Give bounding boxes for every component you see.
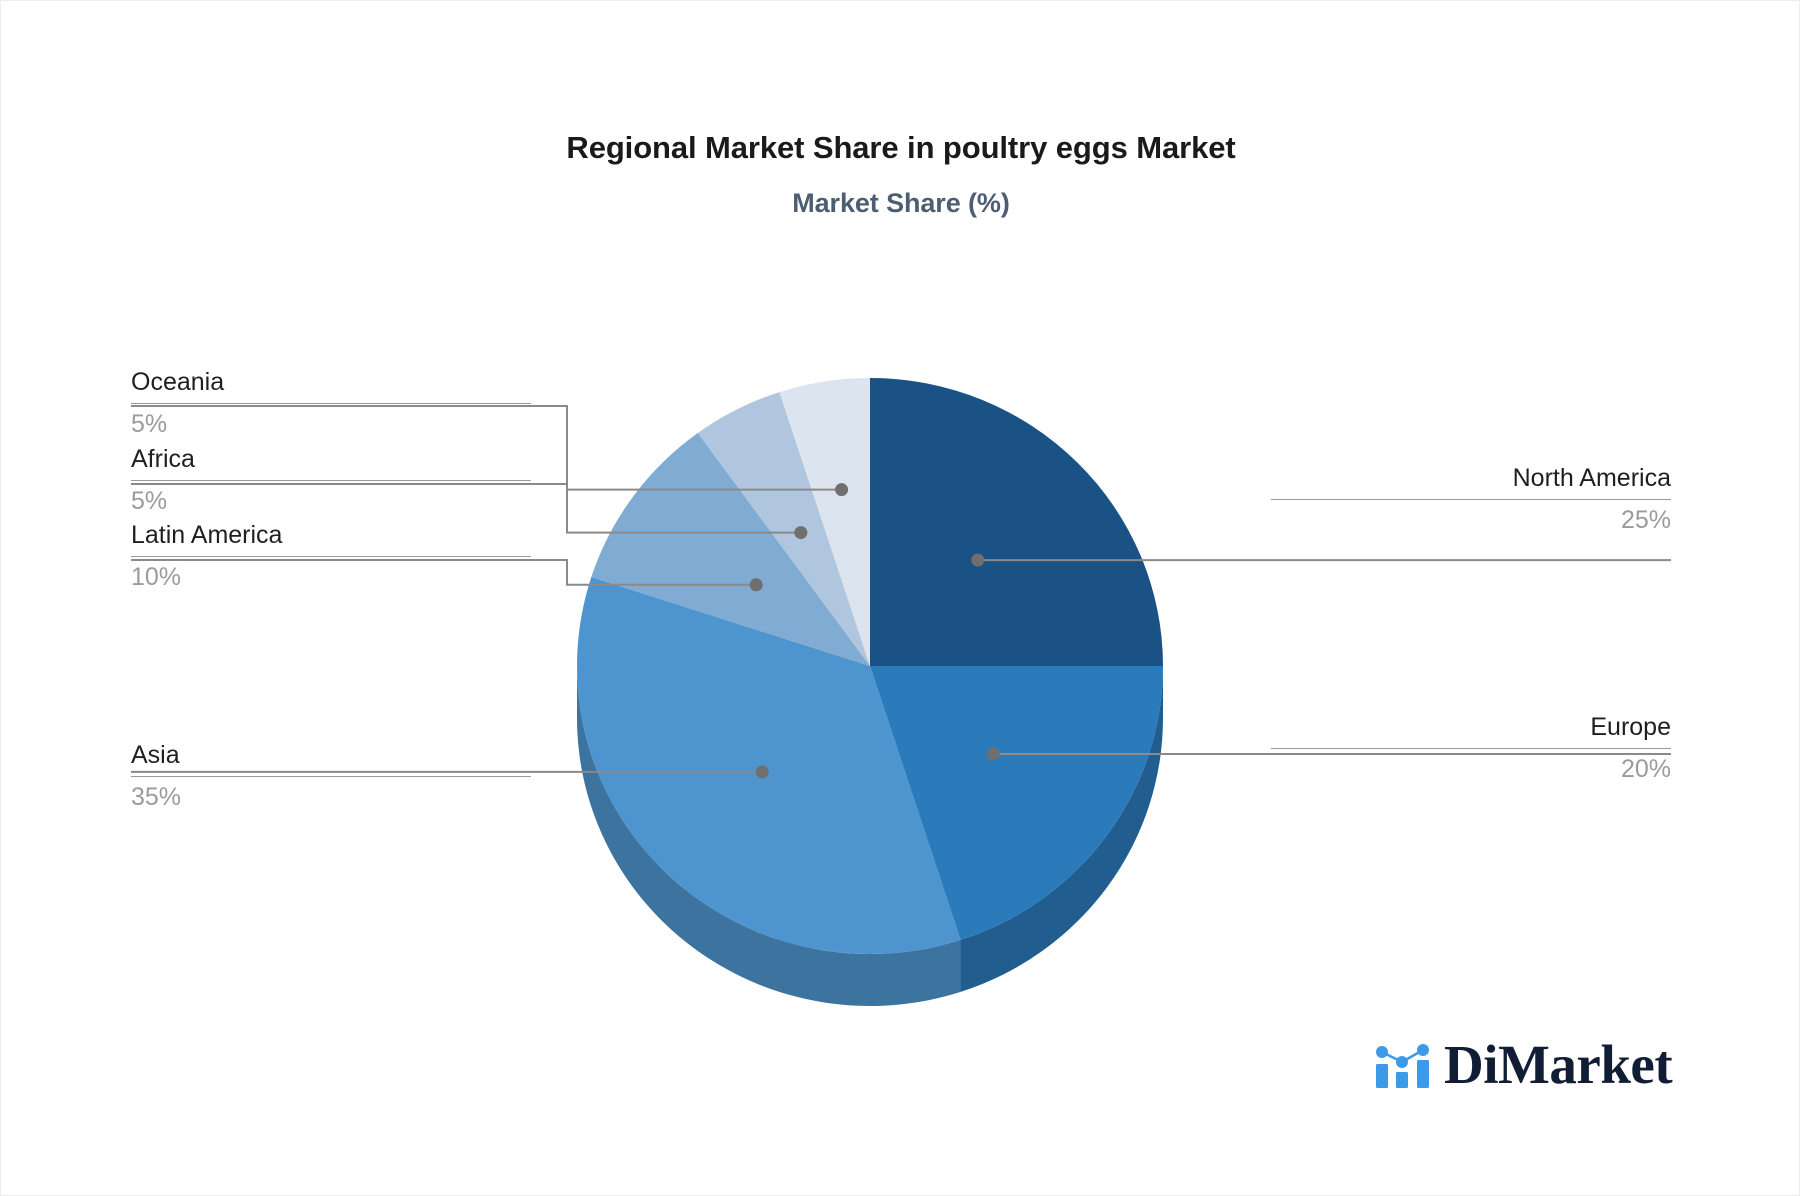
callout-rule [131,555,531,557]
callout-rule [131,402,531,404]
callout-label-north-america: North America [1512,464,1671,492]
callout-value-oceania: 5% [131,409,168,438]
callout-label-oceania: Oceania [131,368,225,396]
pie-side-europe [960,666,1163,992]
leader-dot-north-america [971,553,985,567]
leader-line-latin-america [131,559,757,586]
callout-value-latin-america: 10% [131,562,182,591]
callout-north-america: North America 25% [1271,462,1671,538]
pie-3d-sides [577,666,1163,1006]
pie-side-asia [577,666,961,1006]
callout-rule [1271,498,1671,500]
pie-slice-africa [697,392,870,666]
callout-leader-lines [131,405,1671,779]
callout-label-africa: Africa [131,445,195,473]
leader-dot-oceania [835,483,849,497]
callout-latin-america: Latin America 10% [131,519,531,595]
callout-europe: Europe 20% [1271,711,1671,787]
leader-line-oceania [131,405,842,491]
callout-rule [131,479,531,481]
leader-line-africa [131,483,801,534]
title-block: Regional Market Share in poultry eggs Ma… [1,129,1799,219]
chart-subtitle: Market Share (%) [792,187,1010,218]
callout-rule [1271,747,1671,749]
pie-slice-europe [870,666,1163,940]
callout-value-europe: 20% [1620,754,1671,783]
leader-dot-latin-america [749,578,763,592]
callout-value-asia: 35% [131,782,182,811]
pie-slice-latin-america [591,433,870,666]
callout-africa: Africa 5% [131,443,531,519]
brand-logo-text: DiMarket [1444,1034,1673,1095]
callout-label-europe: Europe [1590,713,1671,741]
pie-top-faces [576,378,1163,955]
leader-dot-europe [986,747,1000,761]
pie-slice-oceania [779,378,870,666]
callout-value-north-america: 25% [1620,505,1671,534]
pie-slice-asia [576,577,961,955]
bar-chart-trend-icon [1376,1043,1429,1088]
page-title: Regional Market Share in poultry eggs Ma… [566,130,1236,165]
callout-rule [131,775,531,777]
callout-label-latin-america: Latin America [131,521,283,549]
pie-slice-north-america [870,378,1163,666]
leader-dot-asia [755,765,769,779]
callout-asia: Asia 35% [131,739,531,815]
callout-oceania: Oceania 5% [131,366,531,442]
leader-dot-africa [794,526,808,540]
callout-value-africa: 5% [131,486,168,515]
brand-logo: DiMarket [1375,1034,1673,1095]
callout-label-asia: Asia [131,741,180,769]
